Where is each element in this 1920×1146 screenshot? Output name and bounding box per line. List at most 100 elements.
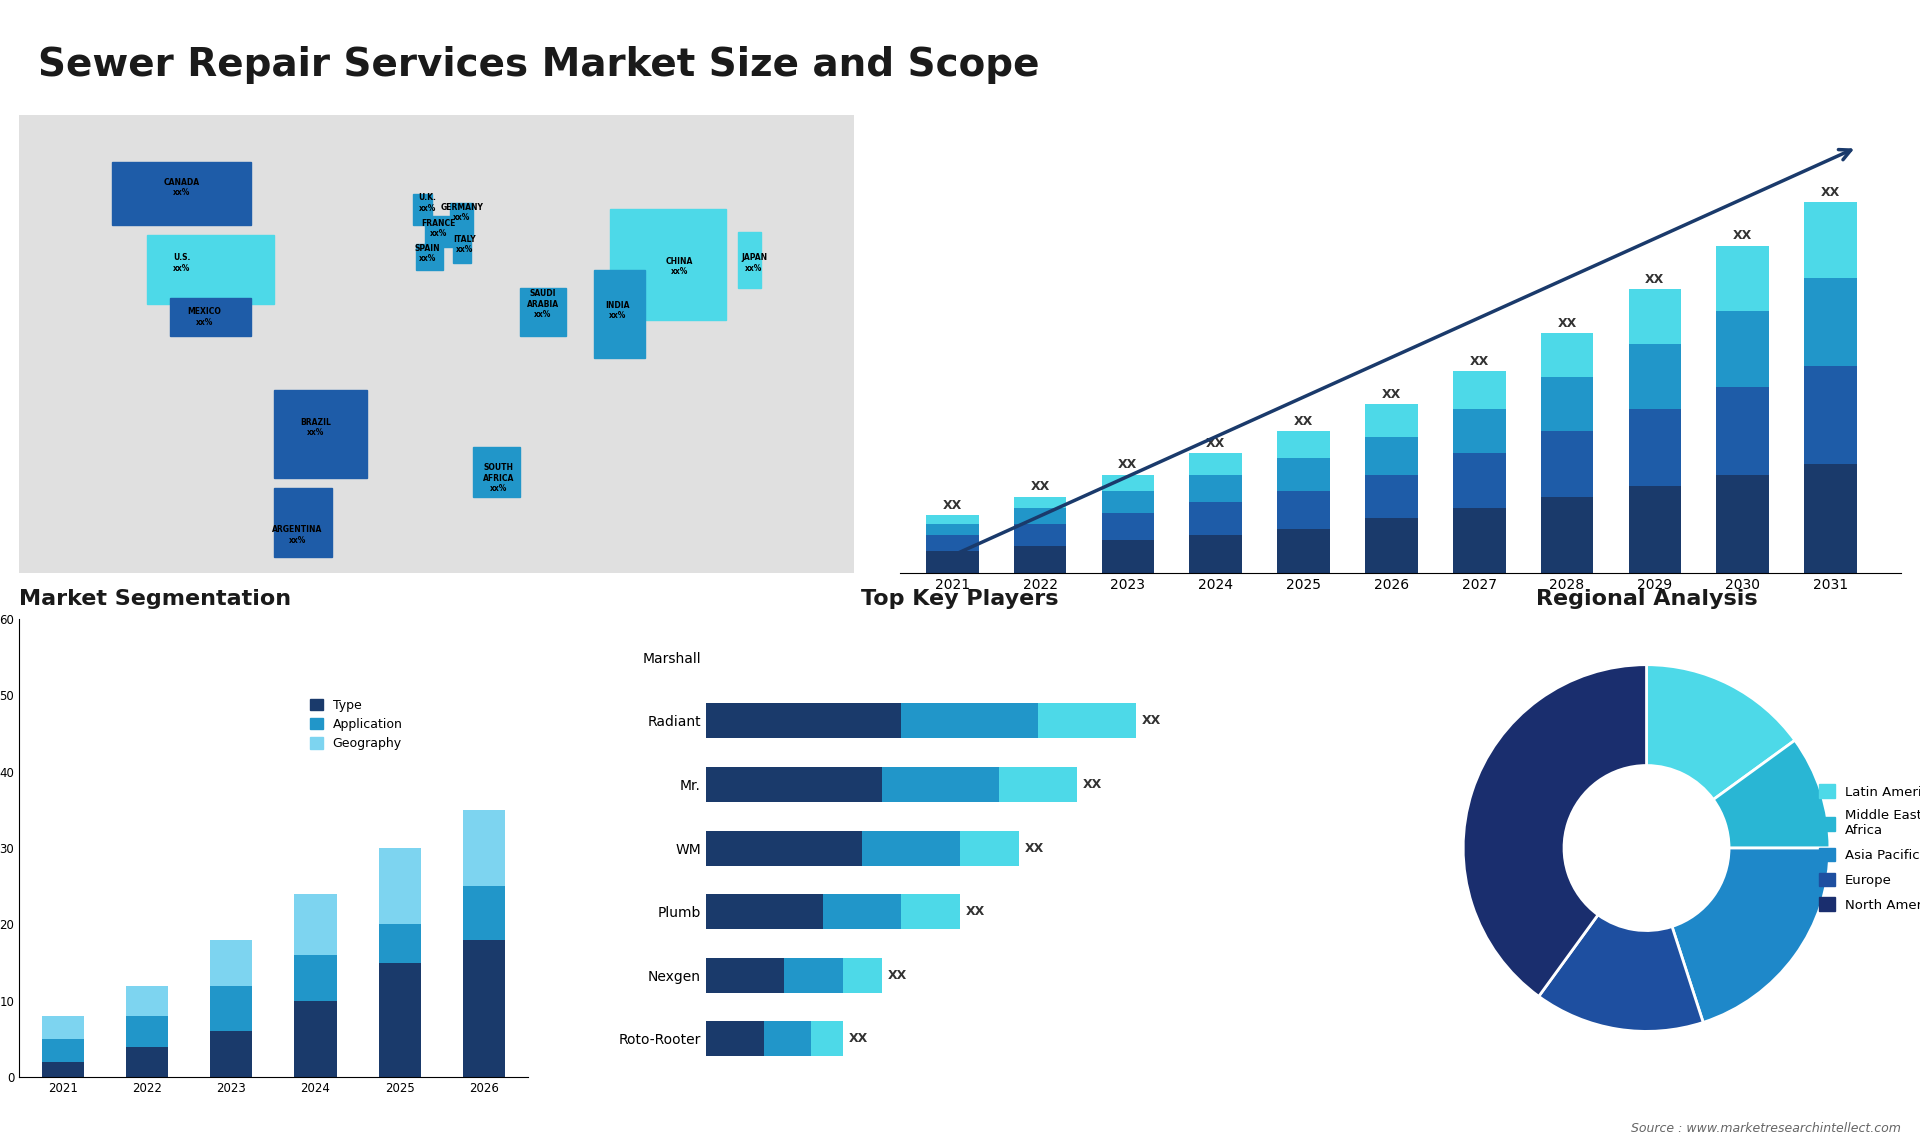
Bar xyxy=(1805,366,1857,464)
Bar xyxy=(1365,474,1417,518)
Bar xyxy=(294,955,336,1000)
Legend: Type, Application, Geography: Type, Application, Geography xyxy=(305,693,407,755)
Bar xyxy=(275,390,367,478)
Bar xyxy=(127,1046,169,1077)
Bar xyxy=(1453,409,1505,453)
Bar xyxy=(146,235,275,305)
Bar xyxy=(1628,289,1682,344)
Text: XX: XX xyxy=(1820,186,1839,198)
Text: CANADA
xx%: CANADA xx% xyxy=(163,178,200,197)
Bar xyxy=(463,810,505,886)
Text: XX: XX xyxy=(1142,714,1162,728)
Bar xyxy=(1453,453,1505,508)
Text: ITALY
xx%: ITALY xx% xyxy=(453,235,476,254)
Bar xyxy=(378,925,420,963)
Text: Source : www.marketresearchintellect.com: Source : www.marketresearchintellect.com xyxy=(1630,1122,1901,1135)
Text: XX: XX xyxy=(1117,458,1137,471)
Text: XX: XX xyxy=(1206,437,1225,449)
Bar xyxy=(111,162,252,226)
Bar xyxy=(1540,431,1594,496)
Text: XX: XX xyxy=(1083,778,1102,791)
Bar xyxy=(378,963,420,1077)
Bar xyxy=(1039,704,1137,738)
Text: XX: XX xyxy=(966,905,985,918)
Text: XX: XX xyxy=(1294,415,1313,427)
Bar xyxy=(211,1031,252,1077)
Text: XX: XX xyxy=(943,499,962,512)
Bar xyxy=(42,1062,84,1077)
Bar xyxy=(1540,377,1594,431)
Text: U.S.
xx%: U.S. xx% xyxy=(173,253,190,273)
Bar xyxy=(925,516,979,524)
Bar xyxy=(1540,496,1594,573)
Bar xyxy=(812,1021,843,1057)
Bar xyxy=(925,524,979,535)
Text: GERMANY
xx%: GERMANY xx% xyxy=(440,203,484,222)
Bar xyxy=(881,767,998,802)
Text: MEXICO
xx%: MEXICO xx% xyxy=(188,307,221,327)
Text: XX: XX xyxy=(849,1033,868,1045)
Bar xyxy=(707,1021,764,1057)
Bar xyxy=(862,831,960,865)
Bar xyxy=(1540,332,1594,377)
Text: SPAIN
xx%: SPAIN xx% xyxy=(415,244,440,264)
Bar xyxy=(593,269,645,358)
Bar xyxy=(925,535,979,551)
Bar xyxy=(1014,545,1066,573)
Bar xyxy=(294,894,336,955)
Bar xyxy=(1365,518,1417,573)
Title: Top Key Players: Top Key Players xyxy=(862,589,1058,609)
Text: JAPAN
xx%: JAPAN xx% xyxy=(741,253,766,273)
Bar xyxy=(1716,311,1768,387)
Bar xyxy=(413,194,432,226)
Bar xyxy=(1277,492,1331,529)
Bar xyxy=(1805,278,1857,366)
Text: Sewer Repair Services Market Size and Scope: Sewer Repair Services Market Size and Sc… xyxy=(38,46,1041,84)
Bar xyxy=(1014,524,1066,545)
Bar xyxy=(707,831,862,865)
Text: XX: XX xyxy=(1031,480,1050,493)
Bar xyxy=(520,289,566,336)
Text: SAUDI
ARABIA
xx%: SAUDI ARABIA xx% xyxy=(526,290,559,320)
Bar xyxy=(1014,496,1066,508)
Bar xyxy=(127,986,169,1017)
Bar xyxy=(1102,474,1154,492)
Bar xyxy=(1014,508,1066,524)
Bar xyxy=(1188,535,1242,573)
Bar xyxy=(453,226,470,264)
Bar xyxy=(1102,540,1154,573)
Text: INDIA
xx%: INDIA xx% xyxy=(605,301,630,320)
Bar xyxy=(275,488,332,557)
Bar xyxy=(960,831,1020,865)
Bar xyxy=(463,886,505,940)
Legend: Latin America, Middle East &
Africa, Asia Pacific, Europe, North America: Latin America, Middle East & Africa, Asi… xyxy=(1814,779,1920,917)
Text: Market Segmentation: Market Segmentation xyxy=(19,589,292,609)
Bar xyxy=(1365,437,1417,474)
Bar xyxy=(1453,508,1505,573)
Bar xyxy=(1716,245,1768,311)
Text: XX: XX xyxy=(887,968,906,982)
Bar xyxy=(211,986,252,1031)
Bar xyxy=(1628,344,1682,409)
Text: XX: XX xyxy=(1469,355,1488,368)
Wedge shape xyxy=(1647,665,1795,800)
Bar xyxy=(1365,403,1417,437)
Bar xyxy=(169,298,252,336)
Text: U.K.
xx%: U.K. xx% xyxy=(419,194,436,213)
Bar xyxy=(451,203,474,235)
Bar xyxy=(1188,474,1242,502)
Bar xyxy=(1102,513,1154,540)
Bar xyxy=(900,704,1039,738)
Bar xyxy=(707,958,783,992)
Text: CHINA
xx%: CHINA xx% xyxy=(666,257,693,276)
Bar xyxy=(737,231,760,289)
Bar xyxy=(1628,486,1682,573)
Bar xyxy=(1277,458,1331,492)
Bar xyxy=(783,958,843,992)
Bar xyxy=(824,894,900,929)
Bar xyxy=(415,244,444,269)
Bar xyxy=(1805,202,1857,278)
Bar xyxy=(764,1021,812,1057)
Text: ARGENTINA
xx%: ARGENTINA xx% xyxy=(273,525,323,544)
Title: Regional Analysis: Regional Analysis xyxy=(1536,589,1757,609)
